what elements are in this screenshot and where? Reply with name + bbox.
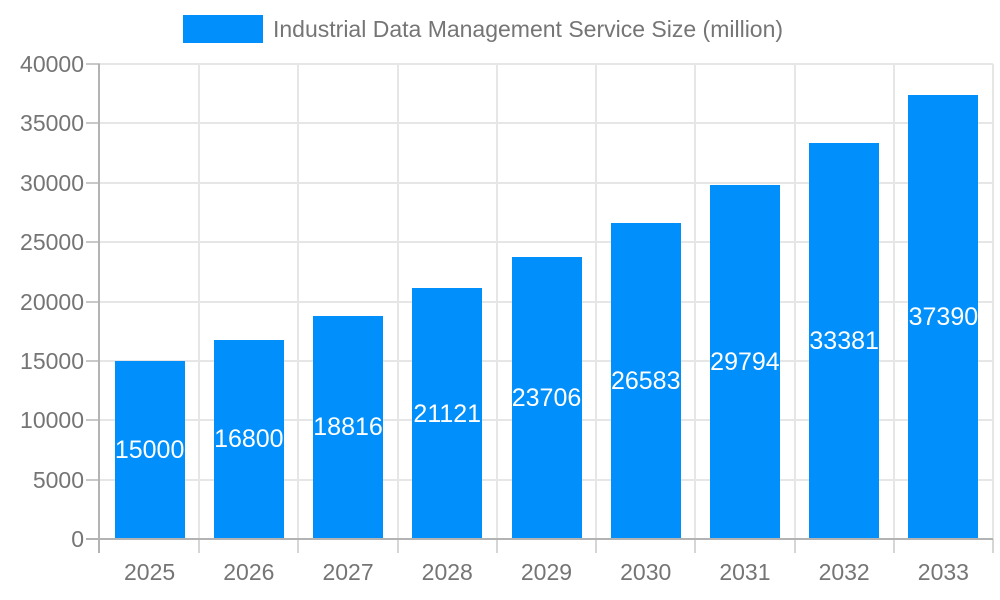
- y-axis-line: [98, 64, 100, 553]
- x-axis-tick: [892, 539, 895, 553]
- y-axis-tick: [86, 181, 100, 184]
- bar-value-label: 26583: [610, 367, 681, 396]
- legend-label: Industrial Data Management Service Size …: [273, 15, 784, 42]
- x-axis-tick: [595, 539, 598, 553]
- gridline-vertical: [892, 64, 895, 539]
- bar-2025[interactable]: [114, 360, 185, 538]
- gridline-vertical: [396, 64, 399, 539]
- gridline-horizontal: [100, 63, 993, 65]
- y-axis-label: 10000: [20, 407, 84, 434]
- bar-2029[interactable]: [511, 257, 582, 538]
- bar-value-label: 18816: [313, 413, 383, 442]
- bar-value-label: 21121: [413, 399, 482, 428]
- bar-2032[interactable]: [809, 142, 880, 538]
- y-axis-tick: [86, 122, 100, 125]
- y-axis-label: 30000: [20, 169, 84, 196]
- x-axis-tick: [297, 539, 300, 553]
- bar-value-label: 37390: [908, 302, 979, 331]
- bar-2033[interactable]: [908, 94, 979, 538]
- bar-value-label: 16800: [214, 425, 284, 454]
- bar-value-label: 23706: [511, 384, 582, 413]
- y-axis-tick: [86, 63, 100, 65]
- gridline-horizontal: [100, 122, 993, 125]
- x-axis-tick: [793, 539, 796, 553]
- legend-item[interactable]: Industrial Data Management Service Size …: [183, 15, 783, 43]
- gridline-vertical: [992, 64, 994, 539]
- x-axis-label: 2033: [917, 559, 969, 585]
- y-axis-label: 15000: [20, 347, 84, 374]
- y-axis-tick: [86, 241, 100, 244]
- x-axis-tick: [992, 539, 994, 553]
- y-axis-label: 0: [71, 526, 84, 552]
- bar-2031[interactable]: [709, 185, 780, 538]
- y-axis-tick: [86, 359, 100, 362]
- x-axis-label: 2027: [322, 559, 374, 585]
- bar-2028[interactable]: [412, 288, 483, 538]
- gridline-vertical: [297, 64, 300, 539]
- y-axis-label: 40000: [20, 51, 84, 77]
- gridline-horizontal: [100, 181, 993, 184]
- x-axis-tick: [694, 539, 697, 553]
- bar-value-label: 29794: [710, 348, 780, 377]
- bar-2027[interactable]: [313, 315, 384, 538]
- bar-2026[interactable]: [213, 339, 284, 538]
- bar-value-label: 15000: [114, 435, 185, 464]
- bar-value-label: 33381: [809, 326, 879, 355]
- x-axis-label: 2029: [520, 559, 573, 585]
- y-axis-tick: [86, 419, 100, 422]
- x-axis-tick: [198, 539, 201, 553]
- x-axis-label: 2030: [620, 559, 672, 585]
- gridline-vertical: [595, 64, 598, 539]
- x-axis-label: 2025: [124, 559, 176, 585]
- x-axis-label: 2032: [818, 559, 870, 585]
- y-axis-label: 20000: [20, 288, 84, 315]
- x-axis-label: 2031: [719, 559, 771, 585]
- x-axis-tick: [495, 539, 498, 553]
- x-axis-line: [86, 538, 993, 540]
- y-axis-tick: [86, 478, 100, 481]
- y-axis-label: 35000: [20, 110, 84, 137]
- y-axis-tick: [86, 300, 100, 303]
- gridline-vertical: [198, 64, 201, 539]
- x-axis-label: 2026: [223, 559, 275, 585]
- x-axis-label: 2028: [421, 559, 473, 585]
- legend-swatch: [183, 15, 263, 43]
- gridline-vertical: [793, 64, 796, 539]
- x-axis-tick: [396, 539, 399, 553]
- gridline-horizontal: [100, 241, 993, 244]
- bar-2030[interactable]: [610, 223, 681, 538]
- y-axis-label: 25000: [20, 229, 84, 256]
- y-axis-label: 5000: [32, 466, 84, 493]
- gridline-vertical: [495, 64, 498, 539]
- gridline-vertical: [694, 64, 697, 539]
